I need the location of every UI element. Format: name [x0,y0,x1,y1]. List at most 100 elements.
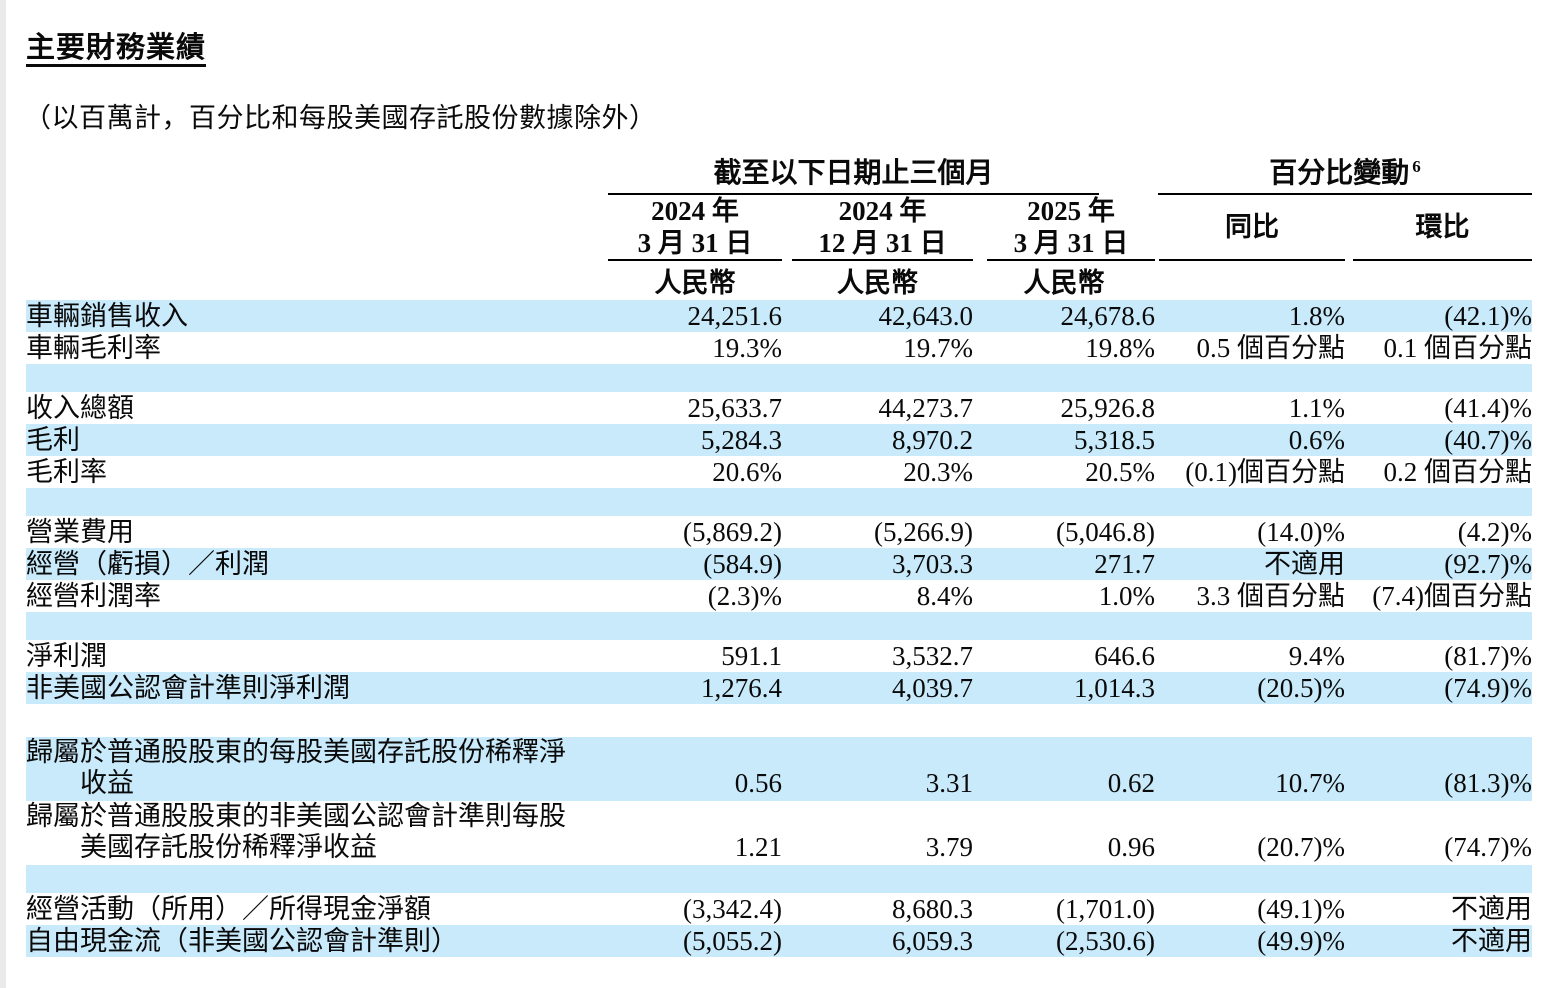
header-spacer-cell [26,158,608,195]
row-label-line2: 收益 [80,768,134,798]
cell-value: (2.3)% [707,580,782,611]
period-group-label: 截至以下日期止三個月 [713,158,994,189]
cell-value: (2,530.6) [1056,925,1156,956]
header-spacer-cell [26,261,608,300]
cell-value: 25,926.8 [1060,392,1156,423]
table-row: 經營活動（所用）／所得現金淨額 (3,342.4) 8,680.3 (1,701.0)… [26,893,1532,925]
spacer-row [26,865,1533,893]
currency-label: 人民幣 [654,268,736,298]
cell-value: (92.7)% [1444,548,1533,579]
cell-value: (74.9)% [1444,672,1533,703]
cell-value: 1.0% [1098,580,1156,611]
cell-value: 0.5 個百分點 [1196,332,1346,363]
table-row: 營業費用 (5,869.2) (5,266.9) (5,046.8) (14.0)% (4… [26,516,1532,548]
column-date: 12 月 31 日 [818,228,947,258]
cell-value: (0.1)個百分點 [1185,456,1346,487]
cell-value: 8.4% [916,580,973,611]
cell-value: (42.1)% [1444,300,1533,331]
yoy-label: 同比 [1225,212,1280,242]
row-label: 經營（虧損）／利潤 [26,548,269,579]
row-label: 經營利潤率 [26,580,161,611]
table-row: 自由現金流（非美國公認會計準則） (5,055.2) 6,059.3 (2,530.6… [26,925,1533,957]
currency-row: 人民幣 人民幣 人民幣 [26,261,1532,300]
cell-value: 0.56 [734,768,782,798]
row-label-line2: 美國存託股份稀釋淨收益 [80,832,377,862]
spacer-row [26,704,1532,737]
cell-value: 不適用 [1451,893,1533,924]
table-row: 經營利潤率 (2.3)% 8.4% 1.0% 3.3 個百分點 (7.4)個百分點 [26,580,1532,612]
header-spacer-cell [1345,261,1532,300]
cell-value: 646.6 [1094,640,1156,671]
column-header-2024-12-31: 2024 年 12 月 31 日 [782,195,973,261]
cell-value: 4,039.7 [892,672,973,703]
qoq-label: 環比 [1415,212,1470,242]
table-row: 經營（虧損）／利潤 (584.9) 3,703.3 271.7 不適用 (92.7)% [26,548,1533,580]
row-label: 歸屬於普通股股東的非美國公認會計準則每股 美國存託股份稀釋淨收益 [26,801,608,865]
cell-value: 20.5% [1085,456,1156,487]
column-header-qoq: 環比 [1345,195,1533,261]
cell-value: 0.96 [1107,832,1156,862]
column-date: 3 月 31 日 [637,228,753,258]
cell-value: (40.7)% [1444,424,1533,455]
cell-value: 3.31 [925,768,973,798]
cell-value: 0.1 個百分點 [1383,332,1533,363]
row-label: 毛利率 [26,456,107,487]
cell-value: 6,059.3 [892,925,973,956]
cell-value: 44,273.7 [878,392,974,423]
cell-value: 1.21 [734,832,782,862]
row-label: 收入總額 [26,392,134,423]
page-title: 主要財務業績 [26,32,207,64]
currency-label: 人民幣 [837,268,918,298]
spacer-cell [26,704,1532,737]
cell-value: (41.4)% [1444,392,1533,423]
cell-value: (14.0)% [1257,516,1346,547]
cell-value: 8,680.3 [892,893,973,924]
row-label-line1: 歸屬於普通股股東的每股美國存託股份稀釋淨 [26,737,566,767]
column-year: 2024 年 [838,196,927,226]
cell-value: 0.2 個百分點 [1383,456,1533,487]
spacer-row [26,488,1533,516]
table-row: 歸屬於普通股股東的非美國公認會計準則每股 美國存託股份稀釋淨收益 1.21 3.79 0… [26,801,1532,865]
cell-value: (20.7)% [1257,832,1346,862]
column-header-yoy: 同比 [1155,195,1346,261]
spacer-cell [26,612,1532,640]
cell-value: 24,678.6 [1060,300,1156,331]
cell-value: 1.1% [1288,392,1346,423]
row-label: 營業費用 [26,516,134,547]
cell-value: 10.7% [1275,768,1346,798]
cell-value: 5,318.5 [1074,424,1156,455]
row-label: 淨利潤 [26,640,107,671]
cell-value: (7.4)個百分點 [1372,580,1533,611]
cell-value: (3,342.4) [683,893,782,924]
pct-change-group-header: 百分比變動 6 [1158,158,1533,195]
cell-value: 3,703.3 [892,548,973,579]
cell-value: 3.3 個百分點 [1196,580,1346,611]
cell-value: (81.3)% [1444,768,1533,798]
cell-value: (81.7)% [1444,640,1533,671]
table-row: 歸屬於普通股股東的每股美國存託股份稀釋淨 收益 0.56 3.31 0.62 10.7% (… [26,737,1533,801]
cell-value: 1.8% [1288,300,1346,331]
cell-value: 19.8% [1085,332,1156,363]
spacer-cell [26,364,1532,392]
row-label: 歸屬於普通股股東的每股美國存託股份稀釋淨 收益 [26,737,608,801]
cell-value: 0.6% [1288,424,1346,455]
period-group-header-cell: 截至以下日期止三個月 [608,158,1155,195]
cell-value: 8,970.2 [892,424,973,455]
row-label: 車輛毛利率 [26,332,161,363]
period-group-header: 截至以下日期止三個月 [608,158,1100,195]
page-edge-artifact [0,0,6,988]
cell-value: (49.9)% [1257,925,1346,956]
currency-label: 人民幣 [1023,268,1105,298]
header-spacer-cell [26,195,608,261]
cell-value: 591.1 [721,640,782,671]
column-date: 3 月 31 日 [1013,228,1129,258]
units-note: （以百萬計，百分比和每股美國存託股份數據除外） [24,103,657,133]
spacer-cell [26,865,1532,893]
cell-value: (20.5)% [1257,672,1346,703]
table-row: 非美國公認會計準則淨利潤 1,276.4 4,039.7 1,014.3 (20.5)%… [26,672,1533,704]
spacer-row [26,364,1533,392]
